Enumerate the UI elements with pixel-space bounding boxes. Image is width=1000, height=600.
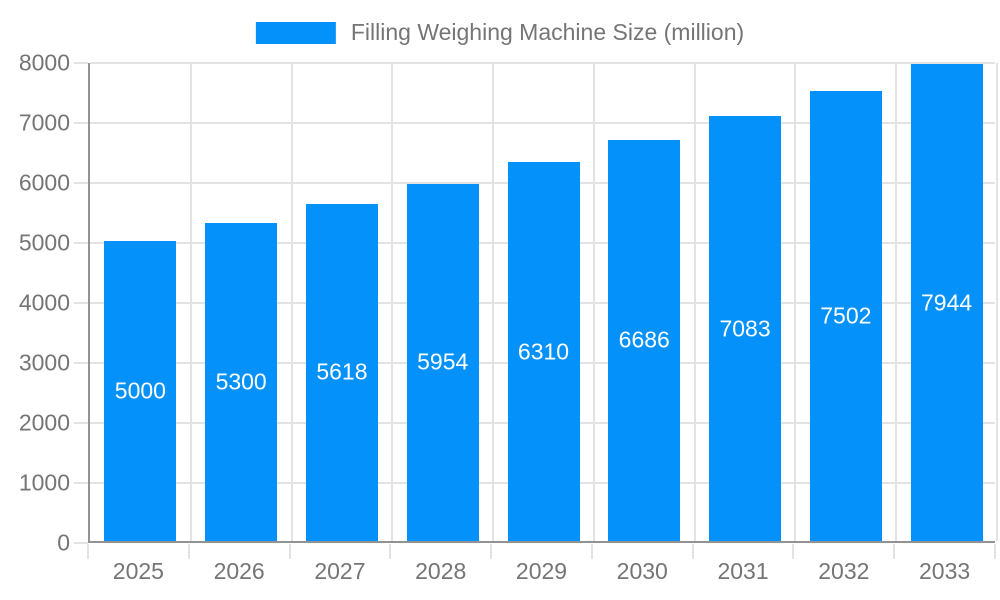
- y-axis-tick: [74, 422, 88, 424]
- x-axis-tick: [590, 544, 593, 559]
- gridline-vertical: [492, 63, 495, 541]
- y-axis-tick-label: 3000: [18, 349, 70, 376]
- y-axis-tick-label: 2000: [18, 409, 70, 436]
- x-axis-tick: [389, 544, 392, 559]
- x-axis-tick-label: 2029: [515, 558, 568, 584]
- gridline-vertical: [693, 63, 696, 541]
- x-axis-tick-label: 2032: [818, 558, 870, 584]
- bar-2026: 5300: [205, 223, 278, 541]
- y-axis-tick: [74, 182, 88, 184]
- x-axis-tick: [490, 544, 493, 559]
- bar-value-label: 5954: [417, 348, 469, 375]
- y-axis-tick-label: 7000: [18, 109, 70, 136]
- bar-2028: 5954: [406, 183, 479, 541]
- y-axis-tick-label: 0: [57, 529, 70, 556]
- legend-item[interactable]: Filling Weighing Machine Size (million): [255, 19, 745, 46]
- y-axis-tick: [74, 482, 88, 484]
- bar-value-label: 7502: [820, 302, 872, 329]
- x-axis-tick: [893, 544, 896, 559]
- y-axis-tick: [74, 362, 88, 364]
- gridline-vertical: [895, 63, 898, 541]
- y-axis-tick-label: 1000: [18, 469, 70, 496]
- y-axis-tick: [74, 62, 88, 64]
- x-axis-tick: [187, 544, 190, 559]
- x-axis-tick: [288, 544, 291, 559]
- y-axis-tick: [74, 542, 88, 544]
- legend-swatch: [255, 21, 336, 44]
- bar-value-label: 5618: [316, 358, 368, 385]
- gridline-vertical: [391, 63, 394, 541]
- bar-value-label: 6310: [517, 338, 570, 365]
- plot-area: 5000 5300 5618 5954 6310 6686 7083 7502 7944: [88, 62, 998, 543]
- x-axis-tick-label: 2033: [919, 558, 971, 584]
- bar-2029: 6310: [507, 162, 580, 541]
- y-axis-tick-label: 5000: [18, 229, 70, 256]
- x-axis-tick-label: 2026: [213, 558, 265, 584]
- bar-2027: 5618: [305, 203, 378, 541]
- gridline-vertical: [290, 63, 293, 541]
- y-axis-tick: [74, 122, 88, 124]
- bar-2025: 5000: [104, 241, 177, 541]
- gridline-vertical: [794, 63, 797, 541]
- x-axis-tick: [792, 544, 795, 559]
- bar-2030: 6686: [608, 139, 681, 541]
- x-axis-tick: [87, 544, 89, 559]
- bar-2033: 7944: [910, 64, 983, 541]
- x-axis-tick-label: 2028: [415, 558, 467, 584]
- bar-value-label: 5000: [114, 377, 166, 404]
- x-axis-tick: [691, 544, 694, 559]
- y-axis-tick: [74, 302, 88, 304]
- bar-2032: 7502: [809, 90, 882, 541]
- gridline-horizontal: [90, 62, 995, 64]
- y-axis-tick-label: 4000: [18, 289, 70, 316]
- bar-value-label: 7944: [921, 289, 973, 316]
- gridline-vertical: [996, 63, 998, 541]
- gridline-vertical: [189, 63, 192, 541]
- bar-value-label: 7083: [719, 315, 771, 342]
- y-axis-tick-label: 6000: [18, 169, 70, 196]
- x-axis-tick-label: 2030: [616, 558, 668, 584]
- gridline-vertical: [592, 63, 595, 541]
- bar-value-label: 5300: [215, 368, 267, 395]
- legend-label: Filling Weighing Machine Size (million): [350, 19, 745, 45]
- gridline-horizontal: [90, 122, 995, 124]
- x-axis-tick-label: 2031: [717, 558, 769, 584]
- x-axis-tick-label: 2027: [314, 558, 366, 584]
- x-axis-tick: [994, 544, 996, 559]
- y-axis-tick: [74, 242, 88, 244]
- x-axis-tick-label: 2025: [112, 558, 164, 584]
- bar-value-label: 6686: [618, 326, 670, 353]
- bar-2031: 7083: [709, 116, 782, 541]
- y-axis-tick-label: 8000: [18, 49, 70, 76]
